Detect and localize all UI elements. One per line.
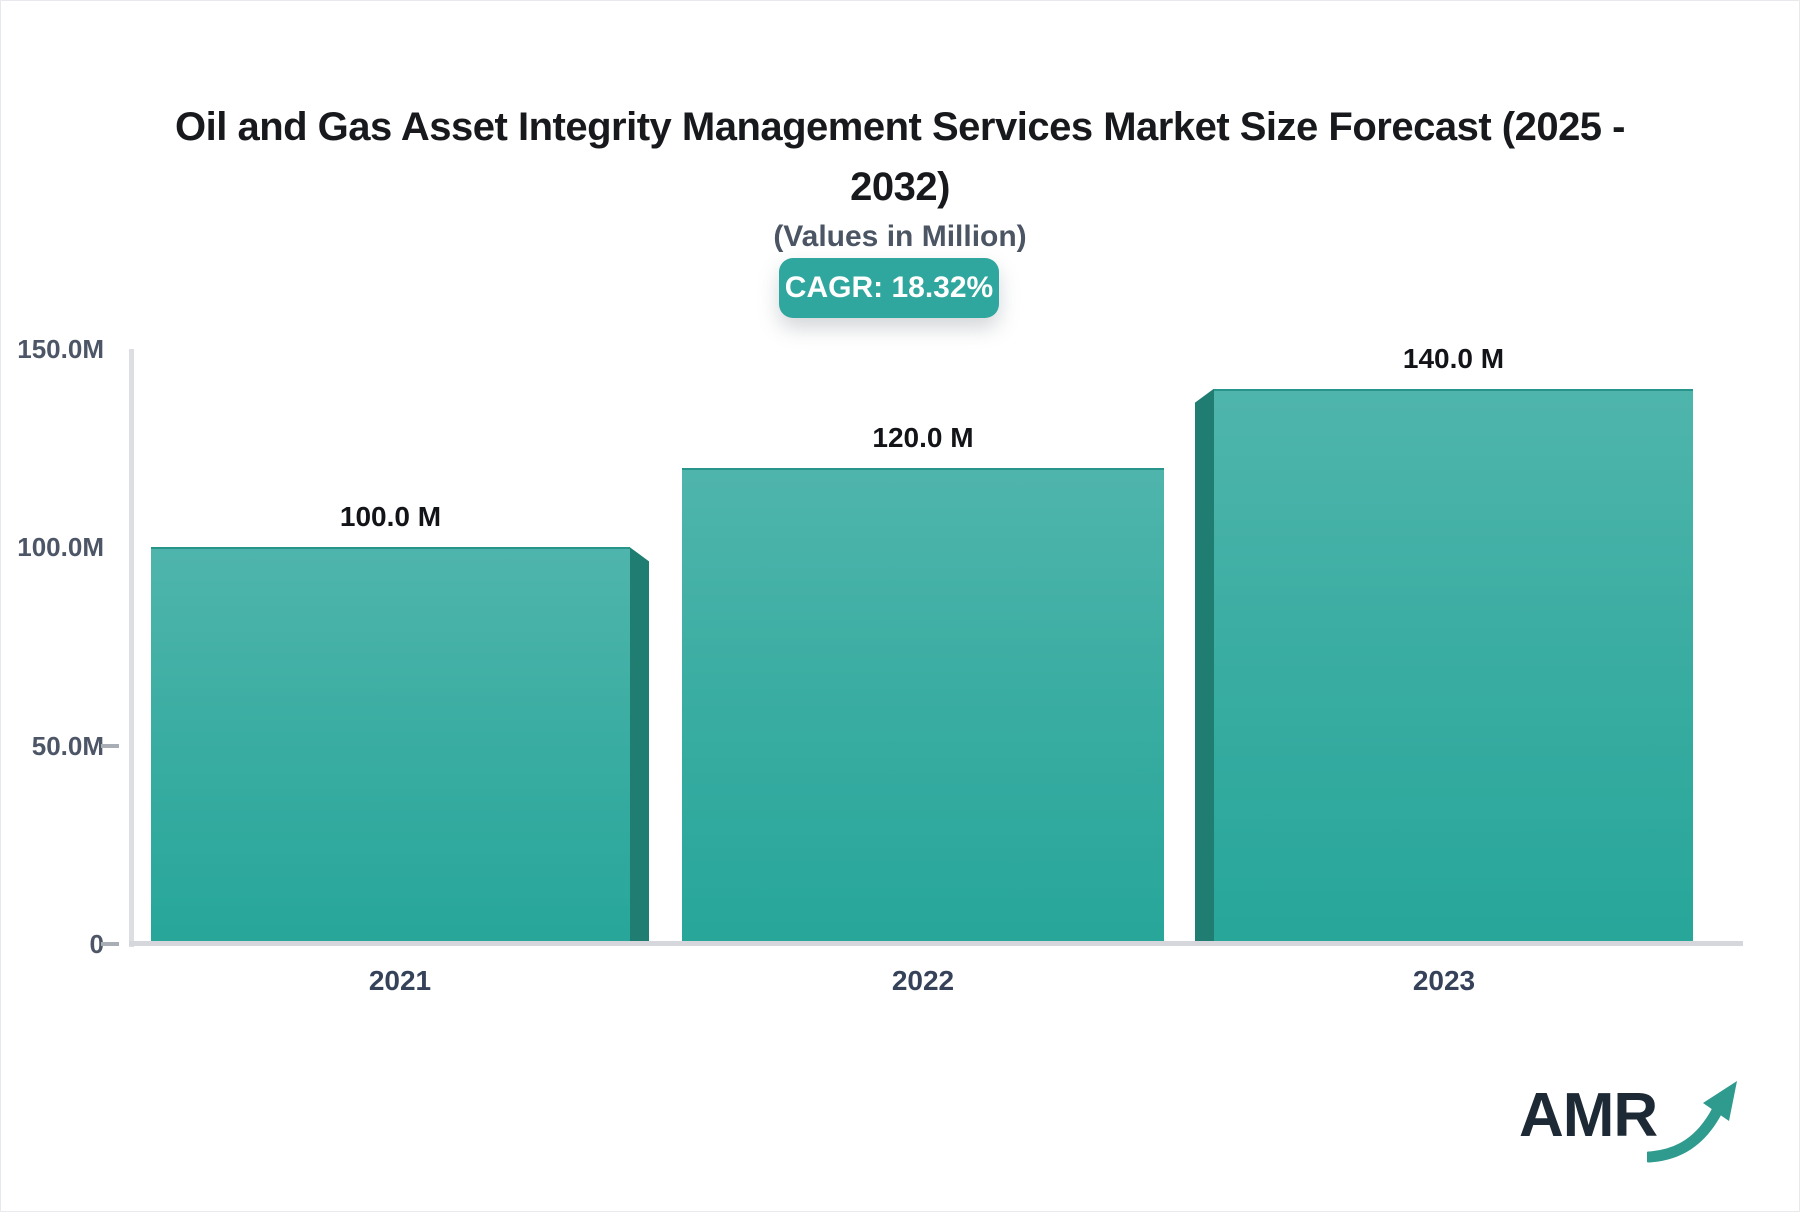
y-axis-tick-0 (101, 942, 119, 946)
x-axis-label-2023: 2023 (1412, 965, 1476, 996)
x-axis-baseline (129, 941, 1743, 946)
chart-title-line2: 2032) (850, 165, 950, 209)
chart-title-line1: Oil and Gas Asset Integrity Management S… (175, 105, 1626, 149)
bar-3d-side-2023 (1195, 388, 1214, 946)
y-axis-label-100.0M: 100.0M (17, 532, 104, 563)
y-axis-line (129, 349, 134, 947)
y-axis-tick-50.0M (101, 743, 119, 748)
bar-2021 (151, 547, 630, 946)
bar-value-label-2023: 140.0 M (1402, 342, 1505, 374)
x-axis-label-2022: 2022 (891, 965, 955, 996)
growth-arrow-icon (1647, 1081, 1737, 1163)
cagr-badge: CAGR: 18.32% (779, 258, 999, 318)
bar-2022 (682, 468, 1164, 946)
y-axis-label-150.0M: 150.0M (17, 334, 104, 364)
bar-value-label-2022: 120.0 M (872, 422, 974, 453)
bar-2023 (1214, 388, 1693, 946)
y-axis-label-0: 0 (89, 929, 104, 959)
bar-value-label-2021: 100.0 M (339, 501, 442, 533)
amr-logo-text: AMR (1519, 1081, 1658, 1150)
amr-logo: AMR (1519, 1081, 1749, 1173)
bar-3d-side-2021 (630, 547, 649, 946)
y-axis-label-50.0M: 50.0M (31, 730, 104, 761)
chart-subtitle: (Values in Million) (773, 220, 1027, 253)
x-axis-label-2021: 2021 (368, 965, 432, 996)
chart-title: Oil and Gas Asset Integrity Management S… (1, 97, 1799, 217)
